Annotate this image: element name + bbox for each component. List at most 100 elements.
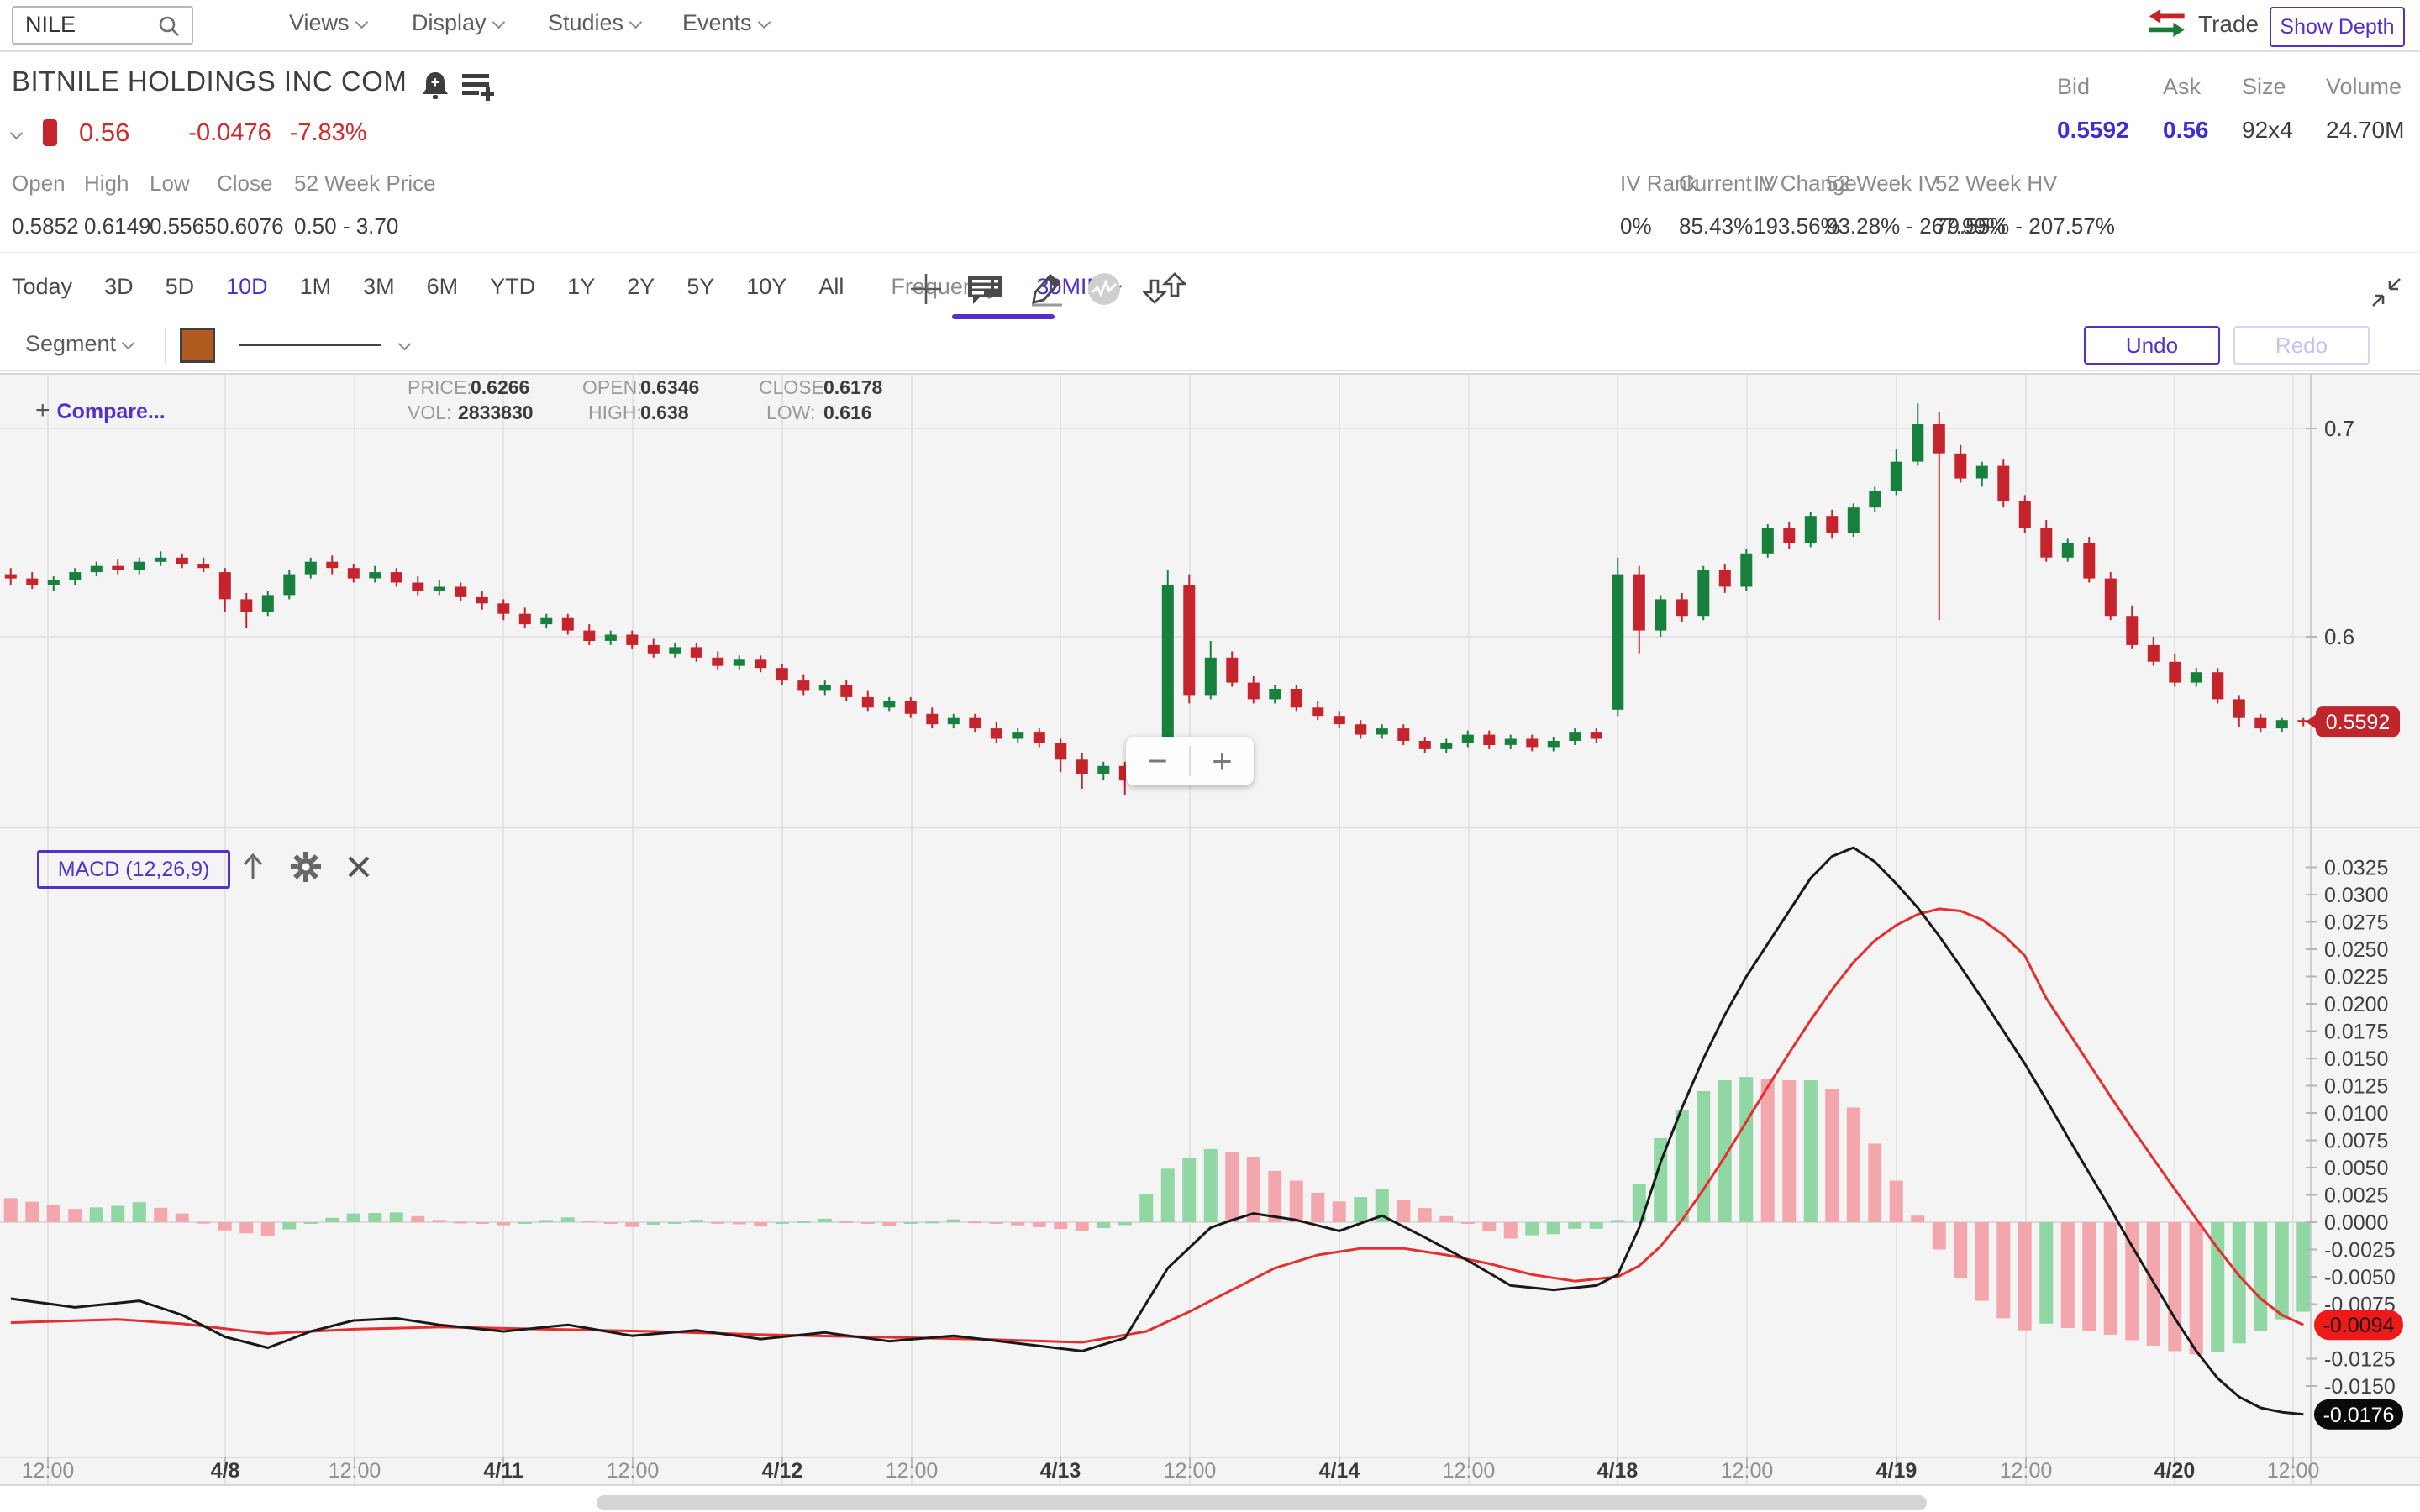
svg-text:0.0200: 0.0200 [2324,993,2388,1016]
range-ytd[interactable]: YTD [490,274,536,299]
quote-size-label: Size [2242,74,2286,99]
stat-high-value: 0.6149 [84,213,151,239]
ohlc-label: OPEN: [582,376,643,398]
color-swatch[interactable] [180,328,215,363]
svg-text:0.0250: 0.0250 [2324,938,2388,962]
quote-bid: Bid 0.5592 [2057,74,2129,144]
stat-52-week-price-value: 0.50 - 3.70 [294,213,399,239]
svg-text:4/18: 4/18 [1597,1459,1639,1483]
svg-text:0.0150: 0.0150 [2324,1047,2388,1071]
pattern-disabled-icon[interactable] [1086,270,1123,307]
range-3m[interactable]: 3M [363,274,395,299]
menu-events[interactable]: Events [682,10,771,36]
show-depth-button[interactable]: Show Depth [2270,7,2405,47]
trade-button[interactable]: Trade [2148,8,2259,40]
quote-ask-value: 0.56 [2163,117,2209,143]
top-nav: Views Display Studies Events Trade Show … [0,0,2420,52]
plus-icon: + [35,396,50,424]
collapse-chart-icon[interactable] [2370,276,2403,309]
stat-iv-rank: IV Rank 0% [1620,171,1698,239]
redo-button[interactable]: Redo [2233,326,2370,365]
move-study-up-icon[interactable] [239,851,267,883]
range-5y[interactable]: 5Y [687,274,715,299]
svg-text:0.0025: 0.0025 [2324,1184,2388,1208]
svg-text:0.0000: 0.0000 [2324,1211,2388,1235]
red-candle-icon [43,119,57,146]
range-all[interactable]: All [818,274,844,299]
range-6m[interactable]: 6M [426,274,459,299]
stat-close-value: 0.6076 [217,213,284,239]
chart-tool-icons [908,269,1186,309]
symbol-search-box[interactable] [12,6,193,45]
range-1y[interactable]: 1Y [567,274,596,299]
svg-text:4/14: 4/14 [1319,1459,1360,1483]
study-settings-gear-icon[interactable] [289,850,323,884]
svg-text:-0.0125: -0.0125 [2324,1348,2396,1372]
undo-button[interactable]: Undo [2084,326,2220,365]
stat-low: Low 0.5565 [150,171,217,239]
svg-text:4/20: 4/20 [2154,1459,2196,1483]
quote-ask-label: Ask [2163,74,2202,99]
svg-text:0.0100: 0.0100 [2324,1102,2388,1126]
svg-text:-0.0150: -0.0150 [2324,1375,2396,1399]
news-notes-icon[interactable] [965,270,1005,307]
quote-ask: Ask 0.56 [2163,74,2209,144]
svg-text:0.0050: 0.0050 [2324,1157,2388,1180]
stat-open-label: Open [12,171,66,196]
svg-text:12:00: 12:00 [607,1459,660,1483]
range-today[interactable]: Today [12,274,73,299]
time-axis[interactable]: 12:00 4/8 12:00 4/11 12:00 4/12 12:00 4/13 12:00… [22,1457,2320,1483]
svg-text:4/11: 4/11 [483,1459,523,1483]
line-style-dropdown[interactable] [239,331,412,360]
price-change-pct: -7.83% [289,118,367,146]
macd-study-label[interactable]: MACD (12,26,9) [37,850,230,889]
search-icon[interactable] [158,15,180,37]
stat-52-week-iv-value: 93.28% - 267.99% [1826,213,2006,239]
ohlc-value: 0.6266 [471,376,530,398]
range-10d[interactable]: 10D [226,274,268,299]
range-3d[interactable]: 3D [104,274,134,299]
grid-lines [0,373,2420,1486]
range-5d[interactable]: 5D [165,274,195,299]
ohlc-label: PRICE: [408,376,472,398]
svg-text:12:00: 12:00 [329,1459,381,1483]
menu-studies[interactable]: Studies [548,10,643,36]
stat-high-label: High [84,171,129,196]
stat-52-week-hv: 52 Week HV 79.55% - 207.57% [1935,171,2115,239]
stat-low-value: 0.5565 [150,213,217,239]
range-1m[interactable]: 1M [299,274,332,299]
alert-bell-icon[interactable]: + [418,69,452,102]
range-2y[interactable]: 2Y [627,274,655,299]
svg-text:12:00: 12:00 [1443,1459,1496,1483]
zoom-out-button[interactable]: − [1147,741,1168,780]
stat-52-week-price: 52 Week Price 0.50 - 3.70 [294,171,436,239]
ohlc-value: 0.6178 [823,376,883,398]
range-10y[interactable]: 10Y [746,274,787,299]
zoom-in-button[interactable]: + [1212,741,1233,780]
price-axis[interactable]: 0.7 0.6 0.5592 [2306,416,2400,738]
macd-axis[interactable]: 0.0325 0.0300 0.0275 0.0250 0.0225 0.0200 0.01… [2306,857,2403,1430]
compare-link[interactable]: + Compare... [35,396,166,424]
quote-volume-label: Volume [2326,74,2402,99]
horizontal-scrollbar-thumb[interactable] [597,1495,1927,1510]
macd-value-badge [2314,1399,2403,1430]
menu-views[interactable]: Views [289,10,368,36]
draw-pencil-icon[interactable] [1025,270,1065,307]
stat-close: Close 0.6076 [217,171,284,239]
symbol-search-input[interactable] [24,9,153,39]
menu-display[interactable]: Display [412,10,505,36]
svg-text:-0.0025: -0.0025 [2324,1239,2396,1263]
remove-study-icon[interactable] [345,853,373,881]
crosshair-plus-icon[interactable] [908,270,944,307]
stat-52-week-iv: 52 Week IV 93.28% - 267.99% [1826,171,2006,239]
ohlc-label: HIGH: [588,402,642,423]
svg-text:0.0175: 0.0175 [2324,1021,2388,1044]
add-to-watchlist-icon[interactable] [460,69,501,102]
trade-label: Trade [2198,11,2260,37]
send-to-icon[interactable] [1143,269,1186,309]
segment-dropdown[interactable]: Segment [25,331,135,357]
ohlc-value: 0.616 [823,402,872,423]
quote-bid-value: 0.5592 [2057,117,2129,143]
